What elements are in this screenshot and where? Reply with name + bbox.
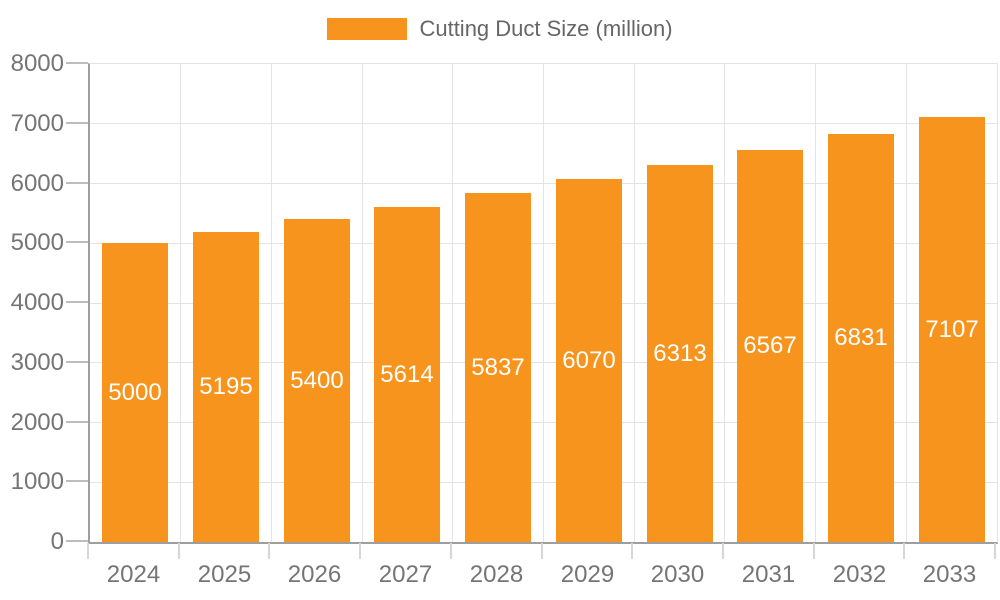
x-axis-tick: [87, 543, 89, 559]
x-axis-label: 2027: [378, 561, 433, 588]
chart-legend: Cutting Duct Size (million): [0, 18, 1000, 40]
x-axis-label: 2033: [922, 561, 977, 588]
x-axis-tick: [631, 543, 634, 559]
y-axis-tick: [66, 121, 88, 124]
bar-2033: 7107: [919, 117, 985, 542]
bar-value-label: 5400: [290, 366, 344, 394]
x-axis-label: 2028: [469, 561, 524, 588]
y-axis-tick: [66, 241, 88, 244]
gridline-vertical: [452, 64, 454, 542]
x-axis-label: 2032: [832, 561, 887, 588]
x-axis-tick: [994, 543, 996, 559]
legend-item-cutting-duct-size[interactable]: Cutting Duct Size (million): [327, 16, 673, 41]
y-axis-tick: [66, 301, 88, 303]
bar-value-label: 5837: [471, 353, 525, 381]
gridline-vertical: [361, 64, 363, 542]
gridline-vertical: [270, 64, 272, 542]
y-axis-label: 7000: [10, 109, 64, 137]
y-axis-label: 2000: [10, 408, 64, 436]
x-axis-tick: [449, 543, 452, 559]
gridline-vertical: [633, 64, 635, 542]
bar-2024: 5000: [102, 243, 168, 542]
y-axis-label: 4000: [10, 289, 64, 316]
bar-value-label: 5614: [380, 360, 434, 388]
y-axis-tick: [66, 360, 88, 363]
y-axis-tick: [66, 62, 88, 64]
x-axis-label: 2031: [741, 561, 796, 588]
y-axis-label: 0: [50, 528, 64, 555]
gridline-vertical: [815, 64, 817, 542]
y-axis-label: 5000: [10, 229, 64, 257]
x-axis-label: 2024: [106, 561, 161, 588]
x-axis-tick: [177, 543, 180, 559]
bar-2030: 6313: [647, 165, 713, 542]
bar-2026: 5400: [284, 219, 350, 542]
gridline-vertical: [543, 64, 544, 542]
plot-area: 5000 5195 5400 5614 5837 6070 6313 6567 6831 7107: [88, 63, 998, 544]
bar-value-label: 5000: [108, 378, 162, 406]
y-axis-tick: [66, 480, 88, 483]
y-axis-label: 1000: [10, 468, 64, 496]
y-axis-tick: [66, 420, 88, 423]
bar-2025: 5195: [193, 232, 259, 542]
bar-2032: 6831: [828, 134, 894, 542]
bar-value-label: 6831: [834, 324, 888, 351]
x-axis-tick: [268, 543, 271, 559]
legend-label: Cutting Duct Size (million): [419, 16, 673, 41]
x-axis-label: 2030: [650, 561, 705, 588]
y-axis-tick: [66, 181, 88, 184]
bar-2028: 5837: [465, 193, 531, 542]
bar-2029: 6070: [556, 179, 622, 542]
y-axis-label: 8000: [10, 50, 64, 77]
legend-swatch: [327, 18, 408, 40]
gridline-vertical: [180, 64, 182, 542]
gridline-vertical: [724, 64, 726, 542]
bar-value-label: 5195: [199, 373, 253, 400]
x-axis-tick: [359, 543, 362, 559]
x-axis-tick: [540, 543, 543, 559]
bar-2031: 6567: [737, 150, 803, 542]
y-axis-label: 6000: [10, 169, 64, 197]
bar-value-label: 7107: [925, 315, 979, 343]
x-axis-label: 2026: [287, 561, 342, 588]
bar-value-label: 6567: [743, 332, 797, 359]
x-axis-tick: [812, 543, 815, 559]
y-axis-tick: [66, 540, 88, 542]
x-axis-tick: [721, 543, 724, 559]
x-axis-label: 2025: [197, 561, 252, 588]
bar-2027: 5614: [374, 207, 440, 542]
x-axis-tick: [903, 543, 906, 559]
bar-value-label: 6070: [562, 346, 616, 374]
x-axis-label: 2029: [560, 561, 615, 588]
bar-value-label: 6313: [653, 339, 707, 367]
gridline-vertical: [905, 64, 907, 542]
y-axis-label: 3000: [10, 348, 64, 376]
